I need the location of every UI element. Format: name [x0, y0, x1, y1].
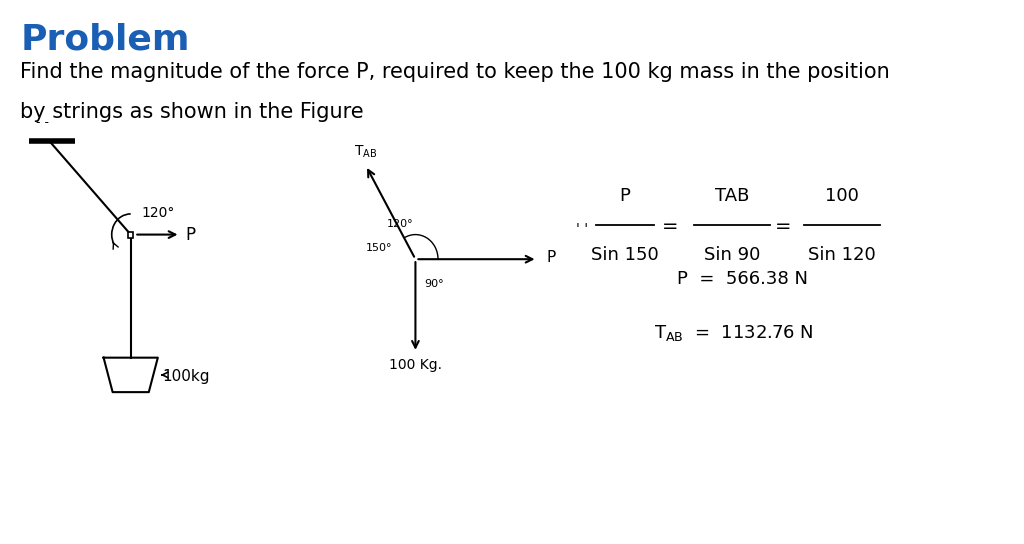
- Text: 90°: 90°: [425, 279, 444, 289]
- Text: P: P: [547, 250, 556, 265]
- Text: 120°: 120°: [387, 219, 414, 228]
- Text: P  =  566.38 N: P = 566.38 N: [677, 270, 808, 288]
- Text: - -: - -: [36, 116, 49, 129]
- Text: 100: 100: [825, 187, 859, 205]
- Text: Sin 120: Sin 120: [808, 246, 876, 264]
- Text: 100kg: 100kg: [163, 369, 210, 385]
- Text: 120°: 120°: [141, 206, 175, 220]
- Text: $\mathregular{T_{AB}}$: $\mathregular{T_{AB}}$: [354, 144, 378, 160]
- Text: =: =: [663, 217, 679, 236]
- Text: P: P: [620, 187, 631, 205]
- Text: T$_{\mathregular{AB}}$  =  1132.76 N: T$_{\mathregular{AB}}$ = 1132.76 N: [654, 323, 813, 343]
- Text: Find the magnitude of the force P, required to keep the 100 kg mass in the posit: Find the magnitude of the force P, requi…: [20, 62, 890, 82]
- Text: Problem: Problem: [20, 23, 189, 57]
- Text: P: P: [185, 226, 196, 244]
- Text: Sin 150: Sin 150: [591, 246, 659, 264]
- Bar: [128, 232, 133, 238]
- Text: TAB: TAB: [715, 187, 749, 205]
- Text: ' ': ' ': [577, 221, 589, 236]
- Text: Sin 90: Sin 90: [703, 246, 760, 264]
- Text: 150°: 150°: [366, 243, 392, 254]
- Text: =: =: [775, 217, 792, 236]
- Text: 100 Kg.: 100 Kg.: [389, 358, 442, 373]
- Text: by strings as shown in the Figure: by strings as shown in the Figure: [20, 102, 365, 122]
